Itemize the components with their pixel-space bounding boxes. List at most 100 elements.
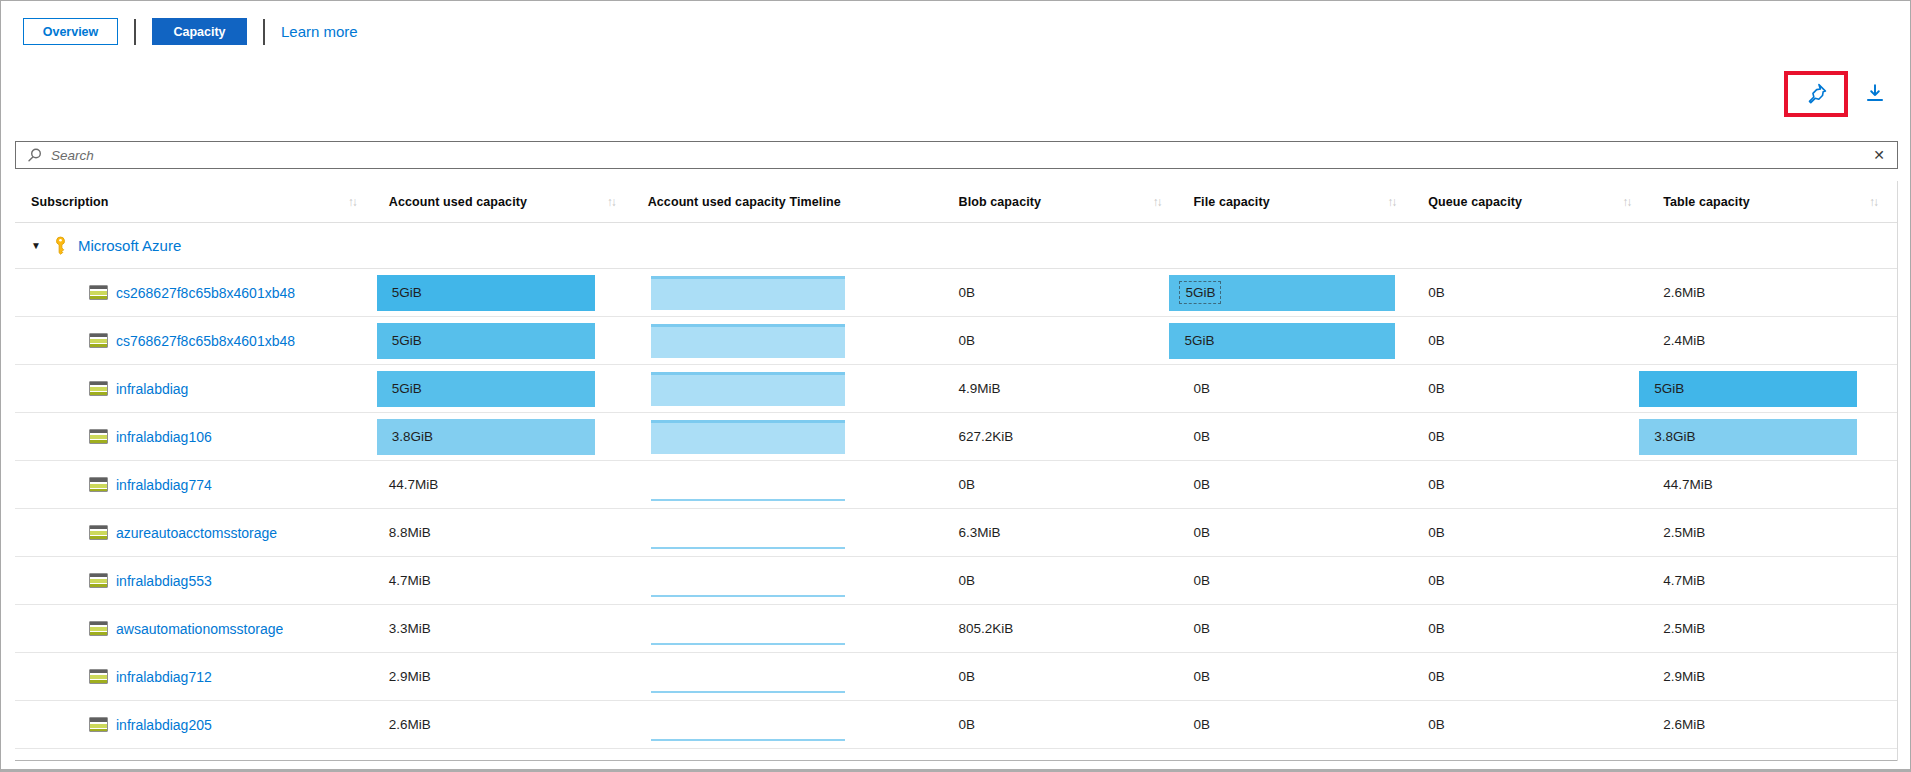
capacity-value-text: 0B	[1428, 381, 1445, 396]
search-bar: ✕	[15, 141, 1898, 169]
pin-icon[interactable]	[1803, 81, 1829, 107]
capacity-value: 0B	[1180, 669, 1210, 684]
storage-account-link[interactable]: infralabdiag712	[116, 669, 212, 685]
capacity-button[interactable]: Capacity	[152, 18, 247, 45]
capacity-page: Overview Capacity Learn more ✕	[0, 0, 1911, 772]
subscription-cell: awsautomationomsstorage	[15, 605, 376, 652]
queue-capacity-cell: 0B	[1415, 701, 1650, 748]
timeline-cell	[635, 413, 946, 460]
storage-account-link[interactable]: infralabdiag553	[116, 573, 212, 589]
account-used-capacity-cell: 44.7MiB	[376, 461, 635, 508]
table-footer-border	[15, 749, 1897, 761]
capacity-value-text: 5GiB	[387, 282, 427, 303]
toolbar	[1784, 71, 1888, 117]
capacity-value: 5GiB	[377, 371, 595, 407]
column-header-label: Blob capacity	[959, 195, 1042, 209]
storage-account-link[interactable]: infralabdiag	[116, 381, 188, 397]
storage-account-link[interactable]: infralabdiag106	[116, 429, 212, 445]
table-capacity-cell: 2.6MiB	[1650, 701, 1897, 748]
column-header[interactable]: Queue capacity ↑↓	[1415, 181, 1650, 222]
capacity-value: 2.6MiB	[1650, 285, 1705, 300]
search-clear-icon[interactable]: ✕	[1861, 147, 1897, 163]
subscription-cell: azureautoacctomsstorage	[15, 509, 376, 556]
sort-icon[interactable]: ↑↓	[1869, 195, 1877, 209]
collapse-triangle-icon[interactable]: ▼	[31, 240, 41, 251]
subscription-group-label[interactable]: Microsoft Azure	[78, 237, 181, 254]
timeline-cell	[635, 317, 946, 364]
storage-account-link[interactable]: infralabdiag205	[116, 717, 212, 733]
pin-highlight-box	[1784, 71, 1848, 117]
timeline-sparkline-flat	[651, 691, 845, 693]
storage-account-icon	[89, 333, 108, 348]
capacity-value: 0B	[946, 285, 976, 300]
table-header-row: Subscription ↑↓ Account used capacity ↑↓…	[15, 181, 1897, 223]
column-header[interactable]: Table capacity ↑↓	[1650, 181, 1897, 222]
capacity-value: 5GiB	[377, 323, 595, 359]
queue-capacity-cell: 0B	[1415, 365, 1650, 412]
capacity-value-text: 805.2KiB	[959, 621, 1014, 636]
capacity-value-text: 4.7MiB	[1663, 573, 1705, 588]
table-row: infralabdiag205 2.6MiB 0B 0B 0B 2.6MiB	[15, 701, 1897, 749]
capacity-value: 4.7MiB	[376, 573, 431, 588]
storage-account-link[interactable]: infralabdiag774	[116, 477, 212, 493]
download-icon[interactable]	[1862, 81, 1888, 107]
capacity-value: 0B	[946, 717, 976, 732]
capacity-value: 0B	[946, 477, 976, 492]
queue-capacity-cell: 0B	[1415, 509, 1650, 556]
capacity-value: 6.3MiB	[946, 525, 1001, 540]
storage-account-icon	[89, 525, 108, 540]
capacity-value-text: 2.6MiB	[1663, 285, 1705, 300]
search-input[interactable]	[51, 142, 1861, 168]
capacity-value: 5GiB	[1169, 323, 1395, 359]
capacity-value-text: 2.6MiB	[1663, 717, 1705, 732]
table-capacity-cell: 2.5MiB	[1650, 605, 1897, 652]
capacity-value: 4.9MiB	[946, 381, 1001, 396]
column-header[interactable]: Blob capacity ↑↓	[946, 181, 1181, 222]
column-header[interactable]: Subscription ↑↓	[15, 181, 376, 222]
storage-account-link[interactable]: cs268627f8c65b8x4601xb48	[116, 285, 295, 301]
timeline-cell	[635, 557, 946, 604]
storage-account-link[interactable]: cs768627f8c65b8x4601xb48	[116, 333, 295, 349]
timeline-sparkline-flat	[651, 643, 845, 645]
column-header: Account used capacity Timeline	[635, 181, 946, 222]
storage-account-icon	[89, 429, 108, 444]
capacity-value-text: 0B	[1193, 621, 1210, 636]
capacity-table: Subscription ↑↓ Account used capacity ↑↓…	[15, 181, 1898, 761]
column-header-label: Table capacity	[1663, 195, 1750, 209]
sort-icon[interactable]: ↑↓	[1152, 195, 1160, 209]
subscription-cell: infralabdiag712	[15, 653, 376, 700]
sort-icon[interactable]: ↑↓	[607, 195, 615, 209]
table-capacity-cell: 3.8GiB	[1650, 413, 1897, 460]
table-row: cs268627f8c65b8x4601xb48 5GiB 0B 5GiB 0B…	[15, 269, 1897, 317]
column-header[interactable]: File capacity ↑↓	[1180, 181, 1415, 222]
column-header-label: Account used capacity	[389, 195, 527, 209]
capacity-value: 0B	[946, 333, 976, 348]
capacity-value: 0B	[1180, 573, 1210, 588]
account-used-capacity-cell: 3.3MiB	[376, 605, 635, 652]
queue-capacity-cell: 0B	[1415, 413, 1650, 460]
capacity-value-text: 0B	[1428, 717, 1445, 732]
blob-capacity-cell: 0B	[946, 317, 1181, 364]
overview-button[interactable]: Overview	[23, 18, 118, 45]
table-capacity-cell: 2.4MiB	[1650, 317, 1897, 364]
capacity-value-text: 4.9MiB	[959, 381, 1001, 396]
table-capacity-cell: 2.9MiB	[1650, 653, 1897, 700]
sort-icon[interactable]: ↑↓	[1622, 195, 1630, 209]
column-header-label: File capacity	[1193, 195, 1269, 209]
column-header[interactable]: Account used capacity ↑↓	[376, 181, 635, 222]
sort-icon[interactable]: ↑↓	[1387, 195, 1395, 209]
timeline-cell	[635, 701, 946, 748]
storage-account-icon	[89, 621, 108, 636]
blob-capacity-cell: 0B	[946, 461, 1181, 508]
capacity-value: 44.7MiB	[1650, 477, 1713, 492]
capacity-value: 0B	[1415, 285, 1445, 300]
storage-account-link[interactable]: azureautoacctomsstorage	[116, 525, 277, 541]
storage-account-link[interactable]: awsautomationomsstorage	[116, 621, 283, 637]
queue-capacity-cell: 0B	[1415, 653, 1650, 700]
sort-icon[interactable]: ↑↓	[348, 195, 356, 209]
capacity-value: 0B	[946, 573, 976, 588]
search-icon	[26, 147, 43, 164]
learn-more-link[interactable]: Learn more	[281, 23, 358, 40]
key-icon	[53, 236, 68, 255]
timeline-sparkline	[651, 372, 845, 406]
